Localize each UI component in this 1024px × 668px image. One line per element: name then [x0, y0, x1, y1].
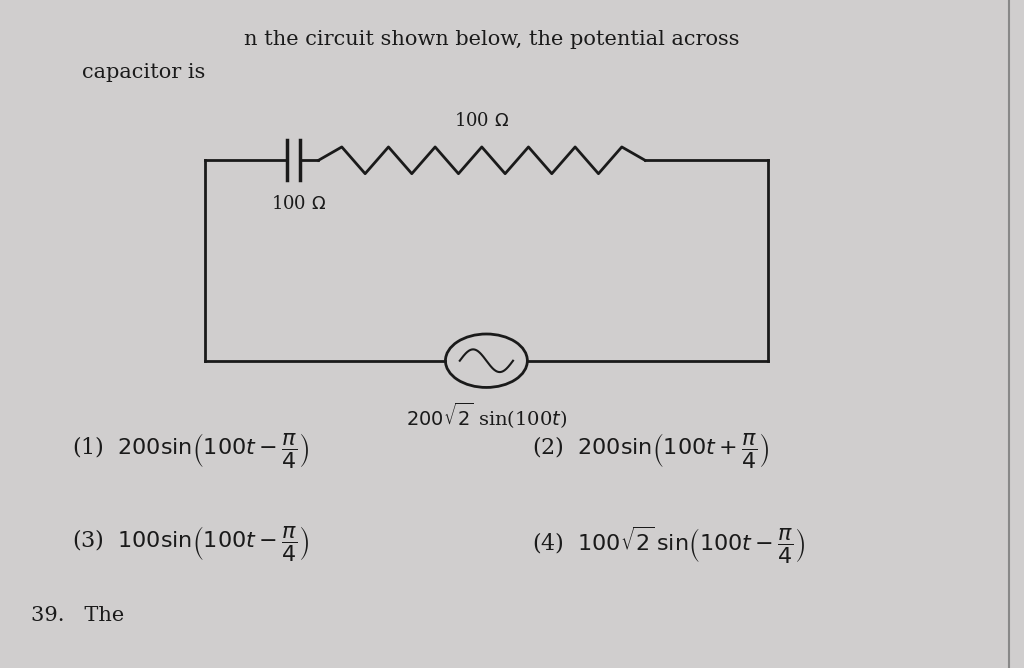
Text: (1)  $200\sin\!\left(100t - \dfrac{\pi}{4}\right)$: (1) $200\sin\!\left(100t - \dfrac{\pi}{4… [72, 431, 309, 470]
Text: n the circuit shown below, the potential across: n the circuit shown below, the potential… [244, 30, 739, 49]
Text: $200\sqrt{2}$ sin(100$t$): $200\sqrt{2}$ sin(100$t$) [406, 401, 567, 431]
Text: (2)  $200\sin\!\left(100t + \dfrac{\pi}{4}\right)$: (2) $200\sin\!\left(100t + \dfrac{\pi}{4… [532, 431, 770, 470]
Text: 100 $\Omega$: 100 $\Omega$ [271, 195, 326, 213]
Text: (4)  $100\sqrt{2}\,\sin\!\left(100t - \dfrac{\pi}{4}\right)$: (4) $100\sqrt{2}\,\sin\!\left(100t - \df… [532, 524, 806, 566]
Text: 39.   The: 39. The [31, 606, 124, 625]
Text: 100 $\Omega$: 100 $\Omega$ [455, 112, 509, 130]
Text: (3)  $100\sin\!\left(100t - \dfrac{\pi}{4}\right)$: (3) $100\sin\!\left(100t - \dfrac{\pi}{4… [72, 524, 309, 563]
Text: capacitor is: capacitor is [82, 63, 205, 82]
